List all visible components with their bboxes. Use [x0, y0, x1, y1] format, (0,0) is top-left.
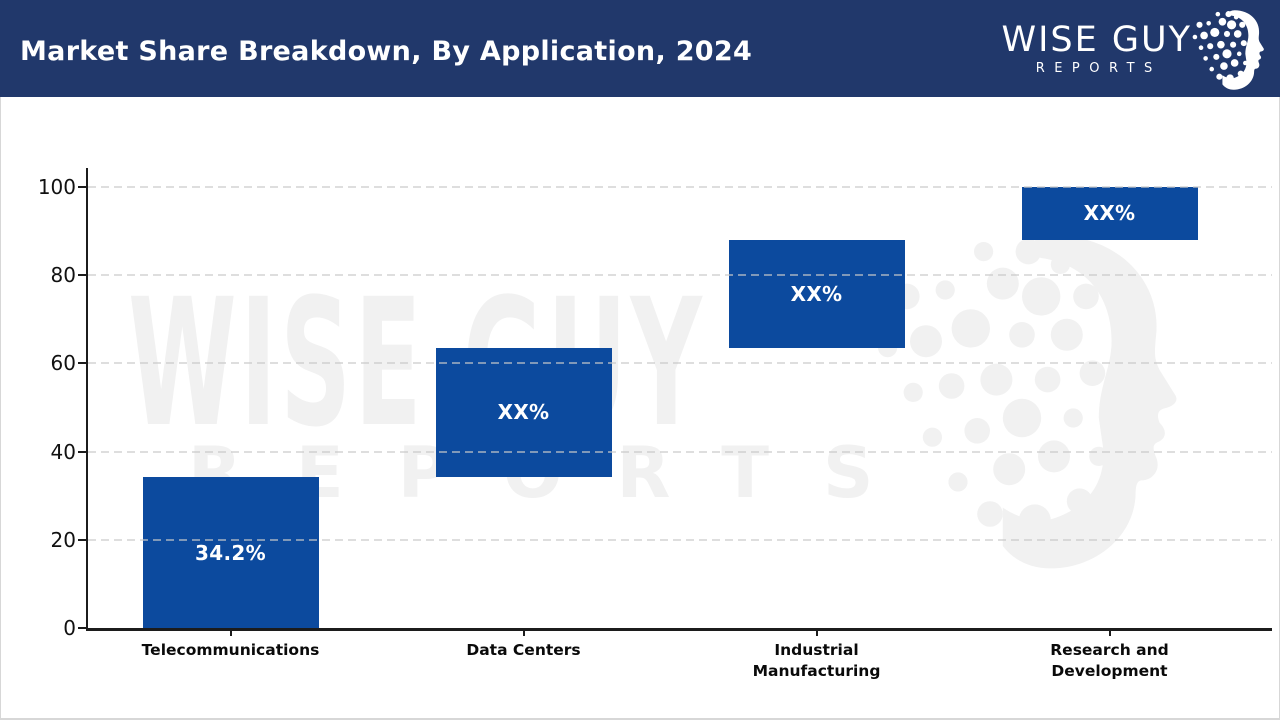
y-axis-line [86, 168, 88, 631]
x-axis-line [86, 628, 1272, 631]
bar-value-label: 34.2% [195, 540, 266, 565]
gridline-100 [88, 186, 1272, 188]
chart-title: Market Share Breakdown, By Application, … [20, 36, 753, 67]
gridline-40 [88, 450, 1272, 453]
logo-text: WISE GUY REPORTS [1001, 20, 1192, 77]
category-label-0: Telecommunications [141, 641, 320, 659]
x-tick-1 [522, 628, 525, 636]
bar-research-and-development: XX% [1021, 187, 1198, 240]
wise-guy-face-icon [1192, 9, 1264, 90]
bar-telecommunications: 34.2% [142, 477, 319, 628]
y-tick-80 [78, 274, 86, 277]
y-tick-label-0: 0 [63, 616, 76, 640]
bar-value-label: XX% [497, 400, 550, 425]
x-tick-2 [815, 628, 818, 636]
gridline-60 [88, 362, 1272, 365]
y-tick-0 [78, 627, 86, 629]
page-edge-left [0, 97, 1, 720]
y-tick-60 [78, 362, 86, 365]
y-tick-100 [78, 186, 86, 188]
category-label-1: Data Centers [466, 641, 581, 659]
y-tick-20 [78, 538, 86, 541]
bar-value-label: XX% [790, 281, 843, 306]
logo-wordmark: WISE GUY [1001, 20, 1192, 60]
y-tick-label-40: 40 [50, 439, 76, 464]
page-edge-bottom [0, 718, 1280, 720]
bar-industrial-manufacturing: XX% [728, 239, 905, 348]
y-tick-label-20: 20 [50, 527, 76, 552]
x-tick-3 [1108, 628, 1111, 636]
y-tick-label-100: 100 [37, 175, 76, 199]
category-label-3: Research and Development [1050, 641, 1169, 680]
y-tick-label-60: 60 [50, 351, 76, 376]
category-label-2: Industrial Manufacturing [752, 641, 881, 680]
y-tick-label-80: 80 [50, 263, 76, 288]
bar-data-centers: XX% [435, 347, 612, 478]
x-tick-0 [229, 628, 232, 636]
y-tick-40 [78, 450, 86, 453]
wise-guy-logo: WISE GUY REPORTS [1001, 8, 1266, 92]
logo-subtitle: REPORTS [1035, 61, 1162, 76]
gridline-80 [88, 274, 1272, 277]
bar-value-label: XX% [1083, 201, 1136, 226]
gridline-20 [88, 538, 1272, 541]
header: Market Share Breakdown, By Application, … [0, 0, 1280, 97]
